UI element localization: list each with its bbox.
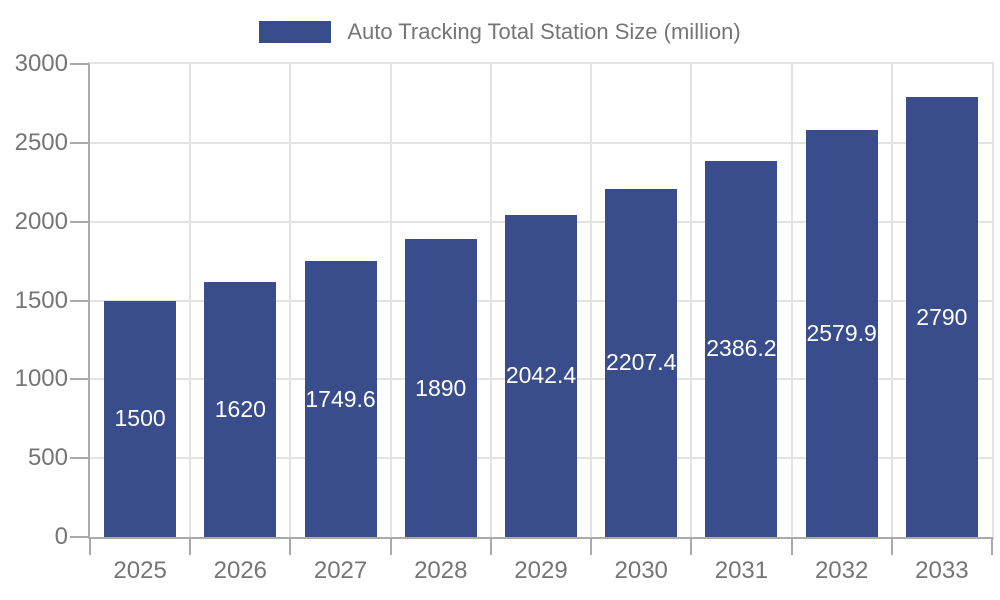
y-tick-mark [70,220,88,223]
bar: 1749.6 [304,261,377,537]
bar: 2207.4 [605,188,678,537]
x-tick-mark [991,537,993,555]
v-gridline [590,64,593,537]
legend-swatch [259,21,332,43]
x-tick-mark [289,537,292,555]
v-gridline [289,64,292,537]
bar: 2386.2 [705,160,778,537]
x-tick-label: 2029 [514,557,568,584]
y-tick-mark [70,141,88,144]
y-tick-label: 2000 [14,207,68,235]
v-gridline [489,64,492,537]
bar-value-label: 1890 [415,374,467,401]
bar: 2579.9 [805,130,878,537]
x-tick-mark [389,537,392,555]
x-tick-mark [790,537,793,555]
x-tick-mark [890,537,893,555]
v-gridline [189,64,192,537]
bar: 1620 [204,281,277,537]
y-tick-mark [70,536,88,538]
bar-value-label: 1500 [114,405,166,432]
x-tick-mark [590,537,593,555]
x-tick-mark [189,537,192,555]
y-tick-label: 3000 [14,50,68,77]
legend-label: Auto Tracking Total Station Size (millio… [347,19,741,44]
y-tick-label: 1000 [14,365,68,393]
bar: 2790 [905,97,978,537]
x-tick-label: 2031 [714,557,769,584]
x-tick-label: 2026 [213,557,268,584]
x-tick-label: 2025 [113,557,167,584]
bar-value-label: 2579.9 [806,320,877,347]
y-tick-label: 0 [54,523,68,550]
y-tick-mark [70,457,88,460]
x-tick-mark [690,537,693,555]
x-tick-label: 2030 [614,557,668,584]
v-gridline [389,64,392,537]
x-tick-label: 2033 [915,557,969,584]
y-tick-mark [70,63,88,65]
y-tick-label: 2500 [14,128,68,156]
plot-area: 1500 1620 1749.6 1890 2042.4 2207.4 2386.2 2579… [88,62,994,539]
bar-value-label: 2386.2 [706,335,777,362]
bar-value-label: 2790 [916,303,968,330]
legend[interactable]: Auto Tracking Total Station Size (millio… [0,19,1000,45]
y-tick-label: 500 [27,444,68,472]
y-tick-mark [70,299,88,302]
bar-value-label: 1620 [214,395,266,422]
x-tick-label: 2032 [814,557,869,584]
x-tick-mark [89,537,91,555]
x-tick-mark [489,537,492,555]
bar-value-label: 2042.4 [505,362,577,389]
bar: 1500 [104,300,177,537]
y-tick-label: 1500 [14,286,68,314]
bar-value-label: 1749.6 [305,385,376,412]
v-gridline [890,64,893,537]
bar-value-label: 2207.4 [606,349,677,376]
y-tick-mark [70,378,88,381]
v-gridline [790,64,793,537]
x-tick-label: 2028 [414,557,468,584]
v-gridline [690,64,693,537]
x-tick-label: 2027 [313,557,368,584]
bar: 1890 [404,239,477,537]
bar: 2042.4 [505,214,577,537]
h-gridline [90,141,992,144]
